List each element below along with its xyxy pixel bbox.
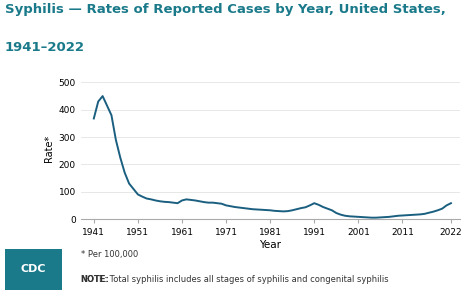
Text: CDC: CDC (20, 264, 46, 274)
Text: NOTE: Total syphilis includes all stages of syphilis and congenital syphilis: NOTE: Total syphilis includes all stages… (81, 275, 388, 284)
Text: NOTE:: NOTE: (81, 275, 109, 284)
Y-axis label: Rate*: Rate* (44, 134, 55, 162)
Text: Syphilis — Rates of Reported Cases by Year, United States,: Syphilis — Rates of Reported Cases by Ye… (5, 3, 446, 16)
Text: 1941–2022: 1941–2022 (5, 41, 85, 54)
Text: * Per 100,000: * Per 100,000 (81, 250, 138, 259)
X-axis label: Year: Year (259, 240, 281, 250)
